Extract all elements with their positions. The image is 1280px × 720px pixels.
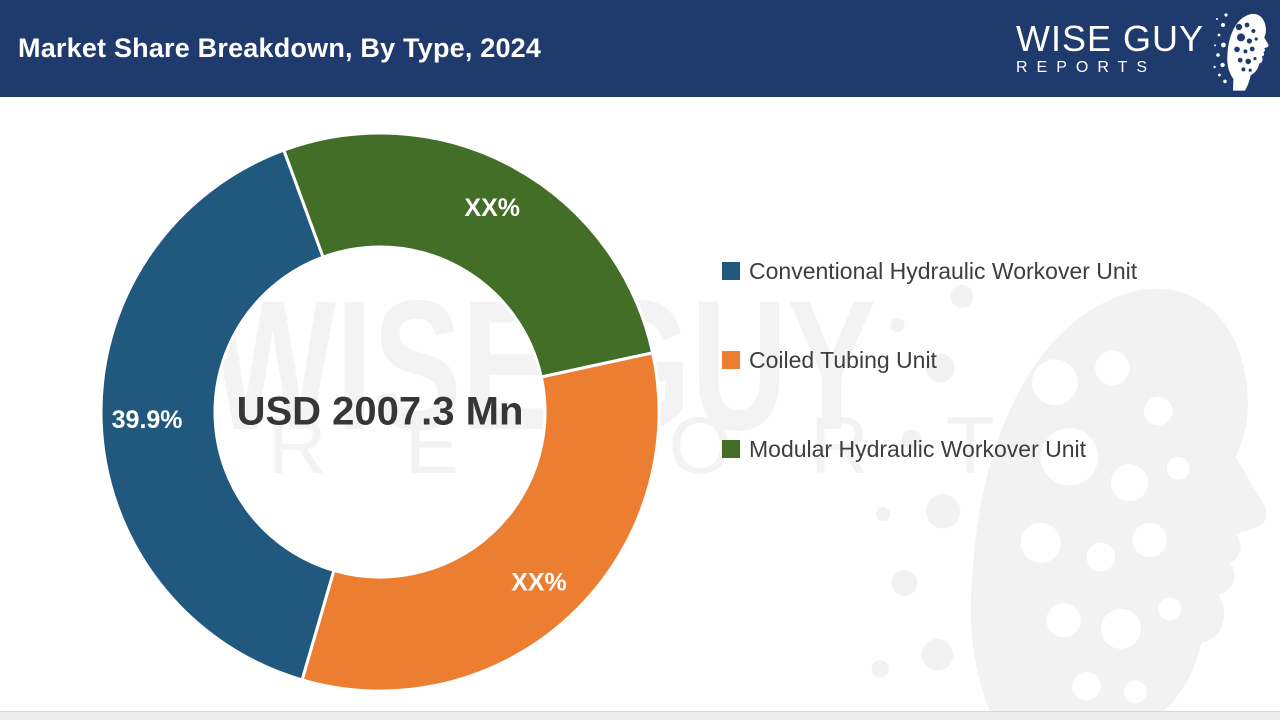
legend-label: Modular Hydraulic Workover Unit (749, 435, 1087, 462)
segment-value-label: 39.9% (112, 406, 183, 434)
logo-text: WISE GUY REPORTS (1016, 21, 1204, 76)
footer-bar (0, 711, 1280, 720)
donut-segment-2 (282, 131, 655, 379)
legend-label: Coiled Tubing Unit (749, 346, 937, 373)
segment-value-label: XX% (511, 568, 567, 596)
logo-face-icon (1213, 12, 1269, 91)
legend-swatch-blue (722, 262, 740, 280)
page-title: Market Share Breakdown, By Type, 2024 (18, 33, 542, 63)
donut-center-value: USD 2007.3 Mn (236, 389, 524, 434)
watermark-face-icon (871, 284, 1267, 711)
segment-value-label: XX% (464, 194, 520, 222)
legend-item-conventional-hydraulic-workover-unit: Conventional Hydraulic Workover Unit (722, 252, 1137, 290)
header: Market Share Breakdown, By Type, 2024 WI… (0, 0, 1280, 97)
chart-area: WISE GUY R E P O R T S 39.9% XX% XX% USD 2… (0, 97, 1280, 711)
donut-segment-0 (99, 148, 336, 682)
legend-label: Conventional Hydraulic Workover Unit (749, 257, 1138, 284)
legend-item-coiled-tubing-unit: Coiled Tubing Unit (722, 341, 1137, 379)
legend-swatch-orange (722, 351, 740, 369)
legend-swatch-green (722, 440, 740, 458)
legend: Conventional Hydraulic Workover Unit Coi… (722, 252, 1137, 519)
legend-item-modular-hydraulic-workover-unit: Modular Hydraulic Workover Unit (722, 430, 1137, 468)
logo-wordmark: WISE GUY (1015, 18, 1204, 59)
wise-guy-logo: WISE GUY REPORTS (1016, 7, 1270, 91)
donut-chart: 39.9% XX% XX% (99, 131, 661, 693)
logo-subtext: REPORTS (1015, 59, 1157, 76)
watermark-subtext: R E P O R T S (268, 401, 1155, 491)
donut-segment-1 (300, 351, 661, 693)
